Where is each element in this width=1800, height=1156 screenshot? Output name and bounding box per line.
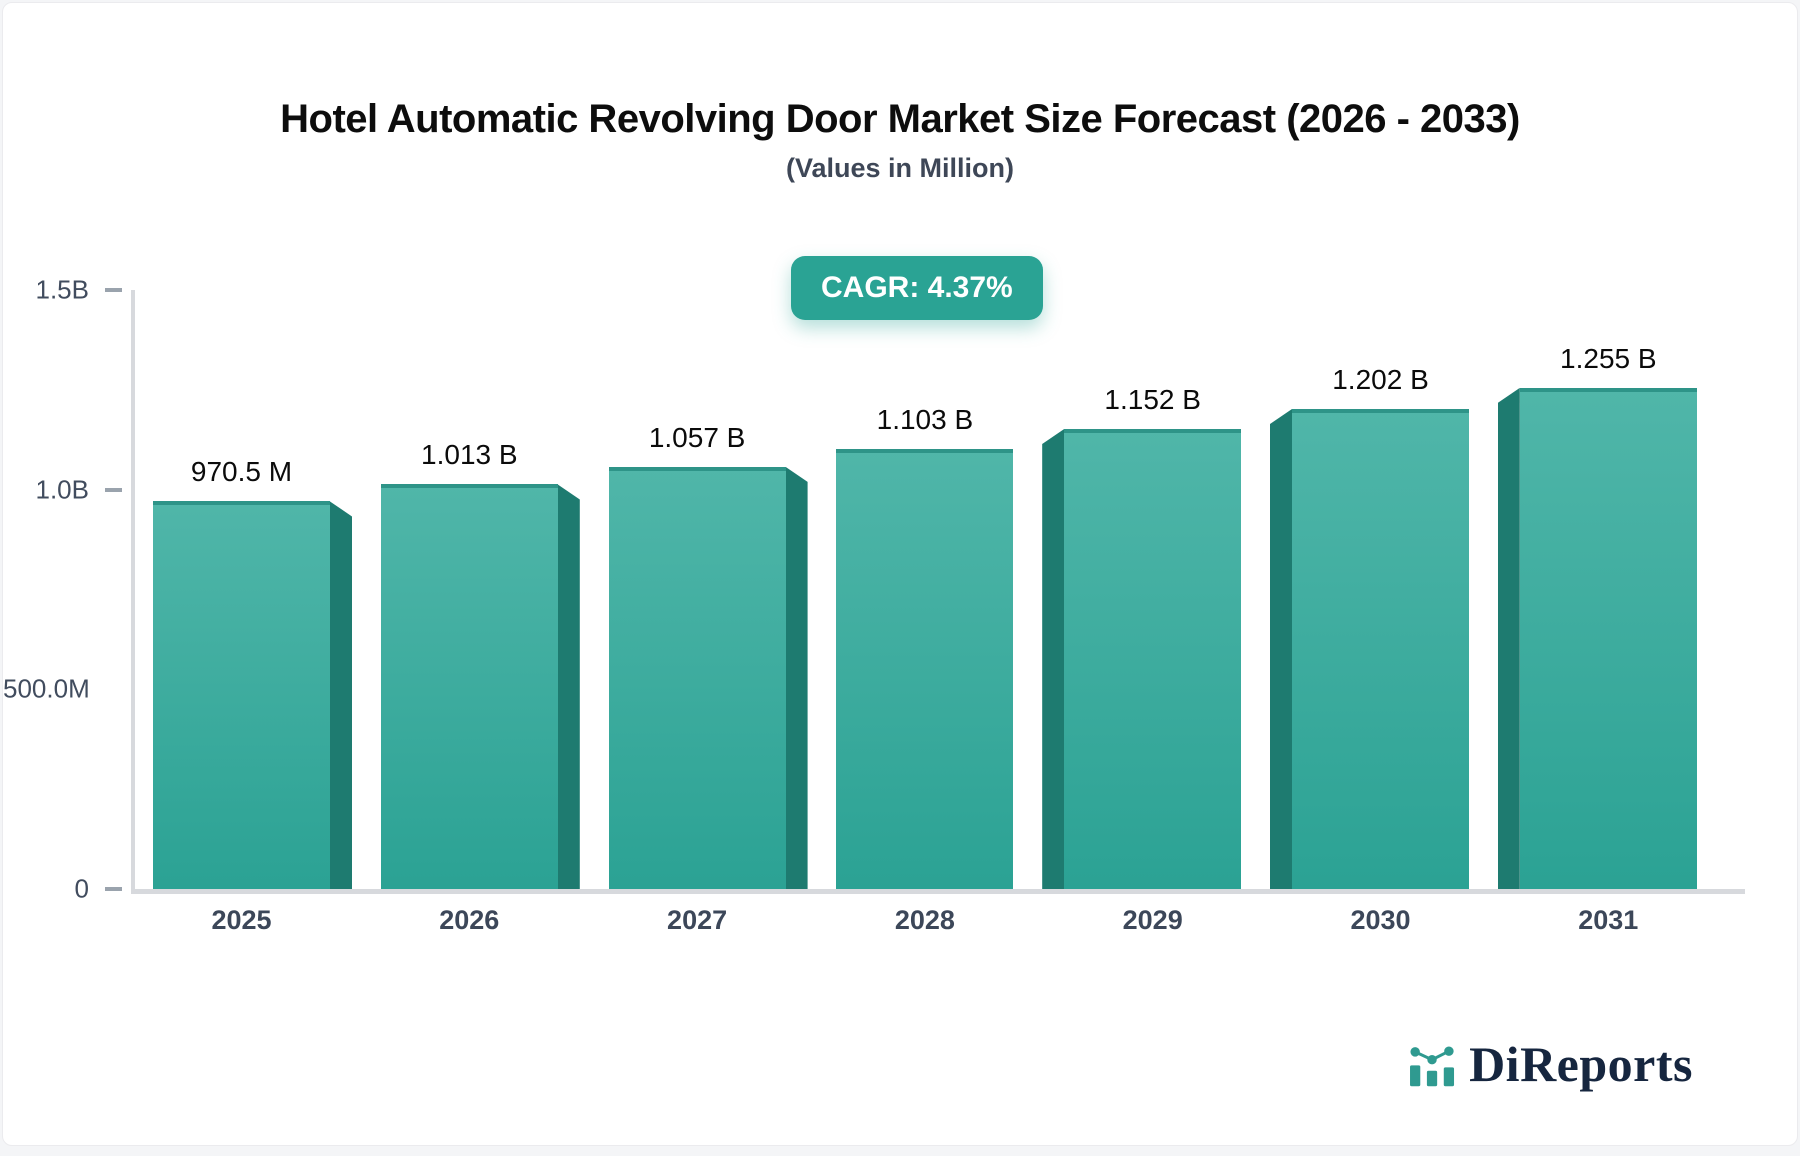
y-axis-tick-dash <box>105 887 122 891</box>
bar-3d-side-2030 <box>1270 409 1292 889</box>
x-axis-label-2028: 2028 <box>894 905 955 935</box>
x-axis-label-2030: 2030 <box>1350 905 1411 935</box>
bar-value-label-2027: 1.057 B <box>648 421 746 453</box>
bar-2025 <box>153 501 330 889</box>
y-axis-line <box>131 290 135 891</box>
bar-3d-side-2026 <box>557 484 580 889</box>
x-axis-label-2029: 2029 <box>1122 905 1183 935</box>
y-axis-tick-label: 0 <box>74 873 89 904</box>
y-axis-tick-dash <box>105 487 122 492</box>
y-axis-tick-label: 1.5B <box>35 274 90 305</box>
bar-top-edge <box>1519 387 1697 392</box>
bar-value-label-2029: 1.152 B <box>1104 383 1201 415</box>
bar-value-label-2025: 970.5 M <box>190 456 293 488</box>
chart-subtitle: (Values in Million) <box>785 153 1015 183</box>
x-axis-line <box>131 889 1745 894</box>
bar-2026 <box>380 484 558 889</box>
x-axis-label-2025: 2025 <box>211 905 272 935</box>
bar-top-edge <box>608 466 786 471</box>
bar-3d-side-2025 <box>330 501 352 889</box>
bar-value-label-2028: 1.103 B <box>876 403 974 435</box>
y-axis-tick-label: 1.0B <box>35 474 90 505</box>
bar-2031 <box>1519 387 1697 889</box>
plot-area: 1.5B 1.0B 500.0M 0 970.5 M 2025 1.013 B 2026 1.0… <box>3 3 1800 1156</box>
chart-title: Hotel Automatic Revolving Door Market Si… <box>280 97 1520 141</box>
bar-top-edge <box>1064 428 1242 433</box>
bar-top-edge <box>380 484 558 489</box>
bar-2028 <box>836 448 1014 889</box>
bar-3d-side-2031 <box>1497 387 1520 889</box>
bar-value-label-2026: 1.013 B <box>421 439 518 471</box>
bar-2027 <box>608 466 786 889</box>
bar-value-label-2030: 1.202 B <box>1332 364 1429 395</box>
bar-3d-side-2027 <box>785 466 808 889</box>
cagr-badge: CAGR: 4.37% <box>791 256 1043 320</box>
bar-top-edge <box>836 448 1014 453</box>
y-axis-tick-label: 500.0M <box>3 673 90 704</box>
direports-logo-icon <box>1410 1046 1455 1087</box>
y-axis-tick-dash <box>105 288 122 292</box>
bar-2030 <box>1292 409 1469 889</box>
x-axis-label-2026: 2026 <box>439 905 500 935</box>
bar-top-edge <box>153 501 330 506</box>
x-axis-label-2031: 2031 <box>1578 905 1639 935</box>
bar-top-edge <box>1292 409 1469 413</box>
direports-logo: DiReports <box>1408 1035 1693 1093</box>
bar-3d-side-2029 <box>1042 428 1065 889</box>
x-axis-label-2027: 2027 <box>667 905 728 935</box>
bar-2029 <box>1064 428 1242 889</box>
bar-value-label-2031: 1.255 B <box>1560 342 1657 374</box>
direports-logo-text: DiReports <box>1469 1036 1693 1092</box>
